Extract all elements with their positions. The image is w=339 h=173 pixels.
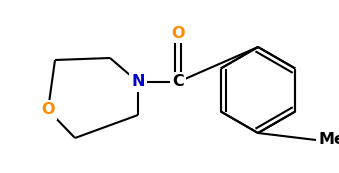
Text: N: N [131,75,145,89]
Text: Me: Me [318,133,339,148]
Text: C: C [172,75,184,89]
Text: O: O [171,25,185,40]
Text: O: O [41,102,55,117]
